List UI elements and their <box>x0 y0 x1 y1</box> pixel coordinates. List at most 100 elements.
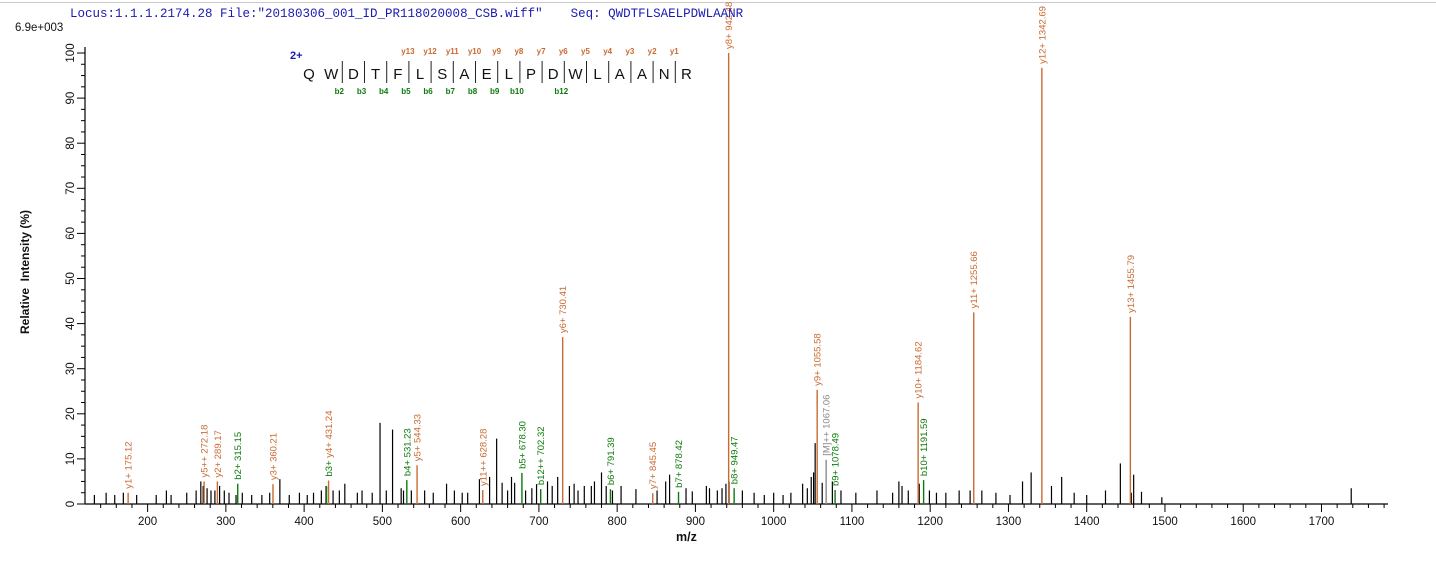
sequence-residue: L <box>505 66 513 83</box>
peak-label: y9+ 1055.58 <box>813 333 824 386</box>
y-ion-tag: y6 <box>559 47 568 56</box>
x-tick-label: 1600 <box>1230 516 1256 528</box>
sequence-residue: R <box>681 66 692 83</box>
x-tick-label: 600 <box>451 516 470 528</box>
peak-label: b8+ 949.47 <box>730 436 741 484</box>
y-tick-label: 40 <box>65 317 77 330</box>
peak-label: y6+ 730.41 <box>558 286 569 333</box>
x-tick-label: 1700 <box>1309 516 1335 528</box>
peak-label: y11++ 628.28 <box>478 429 489 486</box>
y-tick-label: 10 <box>65 453 77 466</box>
y-ion-tag: y7 <box>537 47 546 56</box>
y-ion-tag: y2 <box>648 47 657 56</box>
peak-label: b3+ y4+ 431.24 <box>324 411 335 477</box>
y-ion-tag: y11 <box>446 47 459 56</box>
sequence-residue: A <box>459 66 469 83</box>
b-ion-tag: b4 <box>379 87 389 96</box>
y-ion-tag: y9 <box>492 47 501 56</box>
x-tick-label: 300 <box>216 516 235 528</box>
y-ion-tag: y5 <box>581 47 590 56</box>
sequence-residue: A <box>615 66 625 83</box>
sequence-residue: N <box>659 66 670 83</box>
b-ion-tag: b2 <box>335 87 345 96</box>
x-tick-label: 800 <box>608 516 627 528</box>
sequence-residue: W <box>568 66 583 83</box>
y-ion-tag: y4 <box>603 47 612 56</box>
sequence-residue: F <box>393 66 402 83</box>
x-tick-label: 1100 <box>840 516 865 528</box>
spectrum-header: Locus:1.1.1.2174.28 File:"20180306_001_I… <box>70 7 743 21</box>
precursor-charge-label: 2+ <box>290 50 303 62</box>
y-tick-label: 50 <box>65 272 77 285</box>
peak-label: y12+ 1342.69 <box>1037 6 1048 64</box>
y-tick-label: 70 <box>65 182 77 195</box>
x-tick-label: 1000 <box>761 516 787 528</box>
y-tick-label: 80 <box>65 137 77 150</box>
y-tick-label: 60 <box>65 227 77 240</box>
y-tick-label: 20 <box>65 407 77 420</box>
x-tick-label: 900 <box>686 516 705 528</box>
peak-label: b7+ 878.42 <box>674 440 685 488</box>
y-ion-tag: y8 <box>514 47 523 56</box>
peak-label: b4+ 531.23 <box>402 428 413 476</box>
x-tick-label: 1500 <box>1152 516 1178 528</box>
sequence-residue: W <box>324 66 339 83</box>
b-ion-tag: b9 <box>490 87 500 96</box>
y-ion-tag: y3 <box>625 47 634 56</box>
x-tick-label: 1400 <box>1074 516 1100 528</box>
x-tick-label: 200 <box>138 516 157 528</box>
peak-label: y7+ 845.45 <box>648 442 659 489</box>
peak-label: b5+ 678.30 <box>517 421 528 469</box>
x-tick-label: 700 <box>529 516 548 528</box>
y-tick-label: 90 <box>65 92 77 105</box>
b-ion-tag: b7 <box>446 87 456 96</box>
sequence-residue: S <box>437 66 447 83</box>
x-tick-label: 400 <box>295 516 314 528</box>
y-ion-tag: y13 <box>401 47 415 56</box>
sequence-residue: T <box>371 66 380 83</box>
locus-file-label: Locus:1.1.1.2174.28 File:"20180306_001_I… <box>70 7 543 21</box>
peak-label: y2+ 289.17 <box>213 430 224 477</box>
sequence-residue: D <box>548 66 559 83</box>
y-ion-tag: y1 <box>670 47 679 56</box>
peak-label: y8+ 942.48 <box>724 2 735 49</box>
sequence-residue: P <box>526 66 536 83</box>
y-tick-label: 0 <box>65 501 77 507</box>
sequence-residue: D <box>348 66 359 83</box>
x-tick-label: 1300 <box>996 516 1022 528</box>
peak-label: y5++ 272.18 <box>200 425 211 478</box>
peak-label: y10+ 1184.62 <box>914 341 925 398</box>
max-intensity-label: 6.9e+003 <box>15 22 64 34</box>
b-ion-tag: b12 <box>554 87 568 96</box>
y-tick-label: 30 <box>65 362 77 375</box>
peak-label: y1+ 175.12 <box>124 441 135 488</box>
top-divider <box>0 2 1436 3</box>
sequence-residue: A <box>637 66 647 83</box>
peak-label: b12++ 702.32 <box>536 426 547 485</box>
b-ion-tag: b8 <box>468 87 478 96</box>
peak-label: [M]++ 1067.06 <box>822 395 833 456</box>
peak-label: b9+ 1078.49 <box>831 433 842 486</box>
peak-label: b10+ 1191.59 <box>919 418 930 476</box>
sequence-header-label: Seq: QWDTFLSAELPDWLAANR <box>570 7 744 21</box>
peak-label: y13+ 1455.79 <box>1126 255 1137 313</box>
b-ion-tag: b5 <box>401 87 411 96</box>
peak-label: y11+ 1255.66 <box>969 251 980 308</box>
sequence-residue: E <box>482 66 492 83</box>
sequence-residue: L <box>416 66 424 83</box>
peak-label: y3+ 360.21 <box>268 433 279 480</box>
sequence-residue: Q <box>303 66 315 83</box>
b-ion-tag: b3 <box>357 87 367 96</box>
sequence-residue: L <box>593 66 601 83</box>
b-ion-tag: b6 <box>423 87 433 96</box>
y-axis-title: Relative Intensity (%) <box>18 209 32 335</box>
peak-label: b2+ 315.15 <box>233 432 244 480</box>
x-axis-title: m/z <box>676 530 697 544</box>
x-tick-label: 1200 <box>917 516 943 528</box>
y-tick-label: 100 <box>65 43 77 62</box>
y-ion-tag: y10 <box>468 47 482 56</box>
peak-label: b6+ 791.39 <box>606 437 617 485</box>
b-ion-tag: b10 <box>510 87 524 96</box>
